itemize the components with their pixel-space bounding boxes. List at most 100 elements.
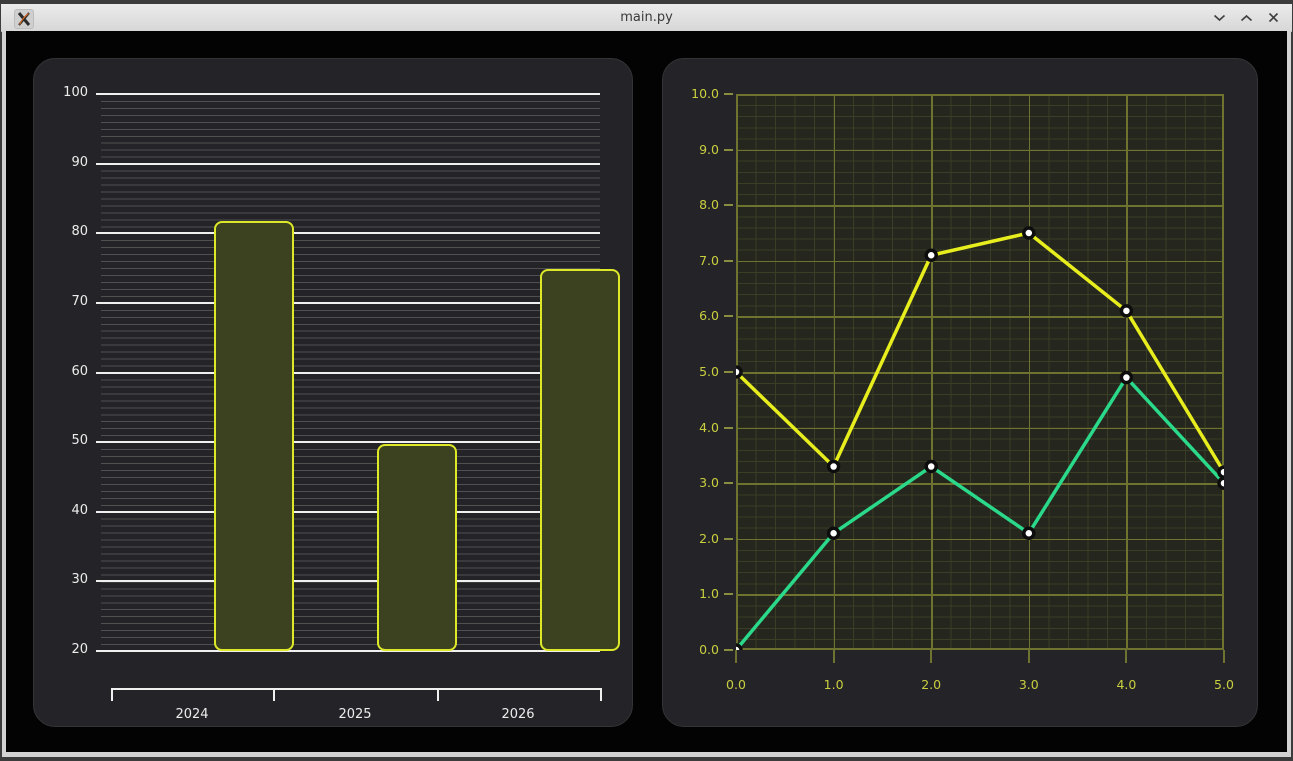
line-ytick-label: 9.0: [699, 141, 719, 157]
yellow-series-marker: [1022, 226, 1036, 240]
yellow-series-marker: [826, 459, 841, 474]
line-ytick-mark: [724, 148, 733, 151]
line-xtick-mark: [930, 650, 933, 663]
line-ytick-mark: [724, 426, 733, 429]
green-series-marker: [736, 643, 743, 650]
bar-chart-plot: [96, 93, 620, 652]
line-major-gridline-h: [736, 94, 1224, 96]
line-major-gridline-h: [736, 483, 1224, 485]
bar-ytick-label: 20: [71, 642, 88, 657]
green-series-line: [736, 375, 1224, 650]
line-xtick-label: 3.0: [1018, 677, 1039, 692]
bar-ytick-label: 80: [71, 224, 88, 240]
line-ytick-label: 6.0: [699, 308, 719, 324]
yellow-series-marker: [736, 365, 743, 379]
bar-xtick-label: 2024: [175, 707, 209, 722]
bar-ytick-label: 100: [63, 85, 88, 100]
bar-2024: [214, 221, 294, 651]
line-xtick-label: 4.0: [1116, 677, 1137, 692]
bar-major-gridline: [96, 301, 600, 304]
minimize-button[interactable]: [1211, 9, 1228, 26]
line-major-gridline-h: [736, 149, 1224, 152]
bar-major-gridline: [96, 441, 600, 444]
line-xtick-mark: [735, 650, 737, 663]
bar-major-gridline: [96, 650, 600, 652]
line-ytick-mark: [724, 371, 733, 373]
bar-chart-panel: 100 90 80 70 60 50 40 30 20 2024 2025 2026: [33, 58, 633, 727]
line-ytick-mark: [724, 649, 733, 651]
content-area: 100 90 80 70 60 50 40 30 20 2024 2025 2026 10.0 9.0 8…: [6, 31, 1287, 752]
line-xtick-mark: [1125, 650, 1128, 663]
line-ytick-label: 4.0: [699, 419, 719, 435]
green-series-marker: [826, 526, 841, 540]
yellow-series-line: [736, 231, 1224, 473]
bar-x-axis: [111, 688, 602, 690]
line-major-gridline-h: [736, 205, 1224, 207]
line-xtick-mark: [1027, 650, 1030, 663]
chevron-up-icon: [1240, 14, 1253, 22]
bar-2026: [540, 269, 620, 651]
line-major-gridline-h: [736, 538, 1224, 541]
line-ytick-mark: [724, 537, 733, 540]
bar-ytick-label: 60: [71, 363, 88, 379]
green-series-marker: [1119, 370, 1134, 385]
line-ytick-label: 10.0: [691, 86, 719, 101]
line-ytick-mark: [724, 593, 733, 596]
yellow-series-marker: [924, 248, 938, 262]
bar-major-gridline: [96, 371, 600, 374]
bar-major-gridline: [96, 580, 600, 583]
green-series-marker: [1217, 476, 1224, 490]
line-major-gridline-h: [736, 427, 1224, 430]
bar-major-gridline: [96, 510, 600, 513]
line-ytick-label: 3.0: [699, 475, 719, 491]
bar-x-axis-tick: [600, 689, 602, 701]
bar-ytick-label: 90: [71, 154, 88, 170]
bar-2025: [377, 443, 457, 651]
line-ytick-label: 8.0: [699, 197, 719, 213]
titlebar[interactable]: main.py: [1, 4, 1292, 32]
line-xtick-mark: [832, 650, 835, 663]
close-icon: [1268, 12, 1279, 23]
bar-x-axis-tick: [111, 689, 113, 701]
window-title: main.py: [620, 10, 673, 25]
line-major-gridline-v: [833, 94, 836, 650]
line-major-gridline-v: [931, 94, 933, 650]
line-ytick-mark: [724, 259, 733, 262]
green-series-marker: [924, 459, 938, 474]
line-ytick-mark: [724, 315, 733, 318]
line-ytick-mark: [724, 93, 733, 95]
bar-ytick-label: 50: [71, 433, 88, 449]
line-major-gridline-h: [736, 372, 1224, 374]
yellow-series-marker: [1119, 304, 1134, 318]
line-ytick-mark: [724, 204, 733, 207]
line-series-canvas: [736, 226, 1224, 650]
line-ytick-label: 1.0: [699, 586, 719, 602]
line-major-gridline-h: [736, 260, 1224, 263]
line-ytick-mark: [724, 482, 733, 485]
line-xtick-label: 1.0: [823, 677, 844, 692]
bar-x-axis-tick: [437, 689, 439, 701]
line-xtick-label: 5.0: [1214, 677, 1234, 692]
bar-ytick-label: 30: [71, 572, 88, 588]
bar-major-gridline: [96, 93, 600, 95]
yellow-series-marker: [1217, 465, 1224, 479]
line-ytick-label: 5.0: [699, 364, 719, 379]
bar-xtick-label: 2025: [338, 707, 372, 722]
line-xtick-label: 2.0: [921, 677, 942, 692]
bar-x-axis-tick: [273, 689, 275, 701]
line-major-gridline-v: [1222, 94, 1224, 650]
bar-ytick-label: 70: [71, 293, 88, 309]
green-series-marker: [1022, 526, 1036, 540]
line-major-gridline-h: [736, 316, 1224, 318]
bar-xtick-label: 2026: [501, 707, 535, 722]
close-button[interactable]: [1265, 9, 1282, 26]
chevron-down-icon: [1213, 14, 1226, 22]
maximize-button[interactable]: [1238, 9, 1255, 26]
line-major-gridline-h: [736, 648, 1224, 650]
line-xtick-mark: [1223, 650, 1225, 663]
line-chart-panel: 10.0 9.0 8.0 7.0 6.0 5.0 4.0 3.0 2.0 1.0 0.0 0.0 1.0…: [662, 58, 1258, 727]
line-major-gridline-h: [736, 594, 1224, 596]
line-major-gridline-v: [1028, 94, 1031, 650]
line-ytick-label: 7.0: [699, 252, 719, 268]
